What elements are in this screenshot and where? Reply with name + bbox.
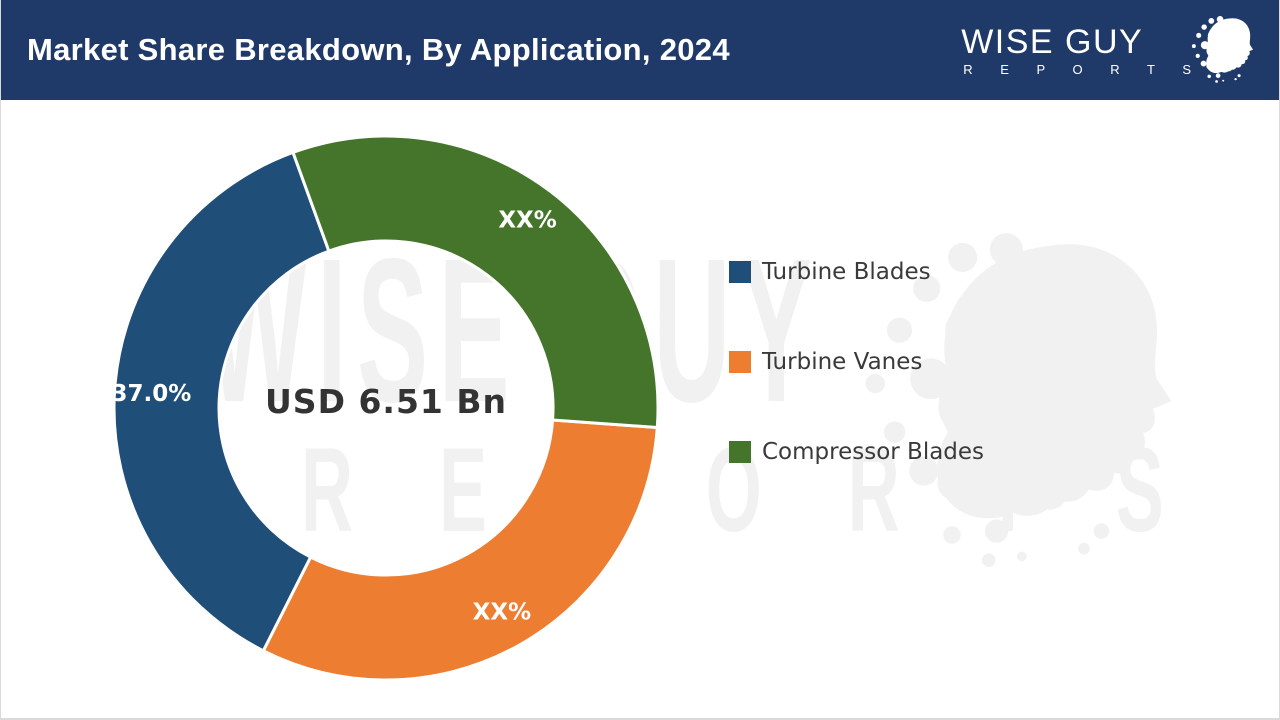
legend-item-turbine-vanes: Turbine Vanes	[729, 348, 984, 376]
brand-logo: WISE GUY R E P O R T S	[961, 15, 1255, 85]
slice-label: XX%	[473, 600, 532, 626]
donut-slice-turbine-vanes	[261, 418, 659, 682]
legend-label: Turbine Vanes	[762, 349, 923, 375]
chart-legend: Turbine Blades Turbine Vanes Compressor …	[729, 258, 984, 528]
slice-label: XX%	[498, 208, 557, 234]
donut-chart: 37.0% XX% XX%	[112, 134, 660, 682]
page-title: Market Share Breakdown, By Application, …	[27, 32, 730, 67]
slice-label: 37.0%	[112, 381, 192, 407]
legend-label: Compressor Blades	[762, 439, 985, 465]
donut-center-value: USD 6.51 Bn	[265, 382, 507, 421]
legend-item-compressor-blades: Compressor Blades	[729, 438, 984, 466]
brand-name: WISE GUY	[961, 22, 1144, 61]
legend-item-turbine-blades: Turbine Blades	[729, 258, 984, 286]
chart-area: WISE GUY R E P O R T S 37.0% XX% XX% USD 6…	[1, 100, 1280, 718]
donut-slice-compressor-blades	[291, 134, 660, 429]
donut-slice-turbine-blades	[112, 150, 331, 653]
legend-swatch	[729, 351, 751, 373]
brand-subname: R E P O R T S	[963, 61, 1203, 77]
legend-label: Turbine Blades	[762, 259, 931, 285]
brand-head-icon	[1189, 15, 1255, 85]
brand-logo-text: WISE GUY R E P O R T S	[961, 25, 1203, 76]
legend-swatch	[729, 441, 751, 463]
header-bar: Market Share Breakdown, By Application, …	[1, 0, 1279, 100]
legend-swatch	[729, 261, 751, 283]
